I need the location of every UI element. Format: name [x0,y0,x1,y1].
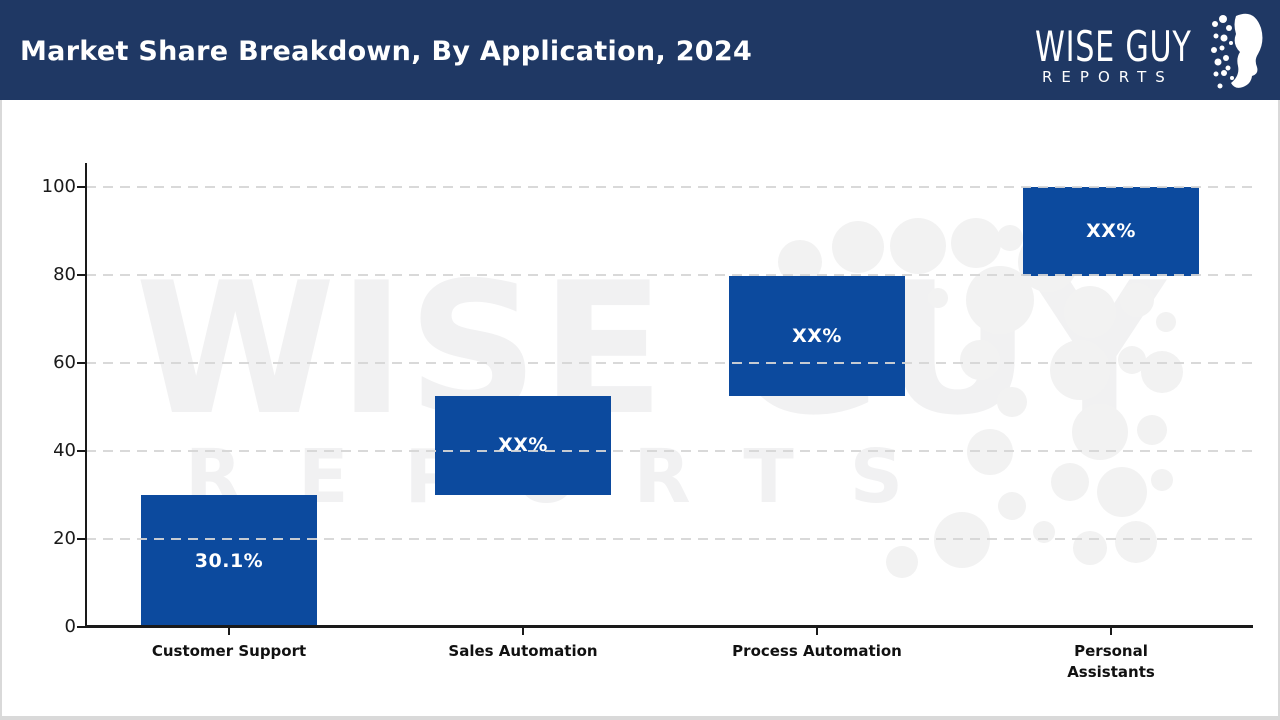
y-tick-label-40: 40 [53,440,76,461]
page-border-left [0,100,2,720]
bar-value-label: XX% [498,434,548,457]
category-label-3: Process Automation [707,641,927,662]
logo-wordmark: WISE GUY [1035,22,1192,71]
y-tick-mark-60 [77,362,85,364]
y-tick-label-0: 0 [64,616,76,637]
x-tick-mark-4 [1110,628,1112,635]
gridline-20 [86,538,1253,540]
gridline-80 [86,274,1253,276]
bar-sales-automation: XX% [435,396,611,495]
category-label-2: Sales Automation [413,641,633,662]
y-tick-mark-40 [77,450,85,452]
page-border-right [1278,100,1280,720]
y-tick-label-20: 20 [53,528,76,549]
header-banner: Market Share Breakdown, By Application, … [0,0,1280,100]
category-label-line: Sales Automation [448,642,598,660]
bar-personal-assistants: XX% [1023,187,1199,276]
y-tick-mark-100 [77,186,85,188]
category-label-line: Personal [1074,642,1148,660]
bar-customer-support: 30.1% [141,494,317,627]
y-axis-spine [85,163,87,628]
category-label-1: Customer Support [119,641,339,662]
x-tick-mark-1 [228,628,230,635]
page-border-bottom [0,716,1280,720]
wise-guy-reports-logo: WISE GUY REPORTS [1005,6,1270,94]
y-tick-mark-20 [77,538,85,540]
y-tick-label-60: 60 [53,352,76,373]
gridline-40 [86,450,1253,452]
category-label-4: Personal Assistants [1001,641,1221,683]
category-label-line: Assistants [1067,663,1155,681]
x-axis-spine [85,625,1253,628]
page-title: Market Share Breakdown, By Application, … [20,36,753,67]
bar-value-label: 30.1% [194,549,264,572]
y-tick-mark-0 [77,626,85,628]
bar-value-label: XX% [1086,220,1136,243]
logo-face-icon [1211,13,1263,89]
bar-process-automation: XX% [729,275,905,396]
y-tick-label-100: 100 [41,176,76,197]
y-tick-label-80: 80 [53,264,76,285]
bar-value-label: XX% [792,324,842,347]
y-tick-mark-80 [77,274,85,276]
logo-reports-label: REPORTS [1042,68,1174,86]
category-label-line: Process Automation [732,642,902,660]
x-tick-mark-3 [816,628,818,635]
x-tick-mark-2 [522,628,524,635]
category-label-line: Customer Support [151,642,307,660]
gridline-100 [86,186,1253,188]
gridline-60 [86,362,1253,364]
